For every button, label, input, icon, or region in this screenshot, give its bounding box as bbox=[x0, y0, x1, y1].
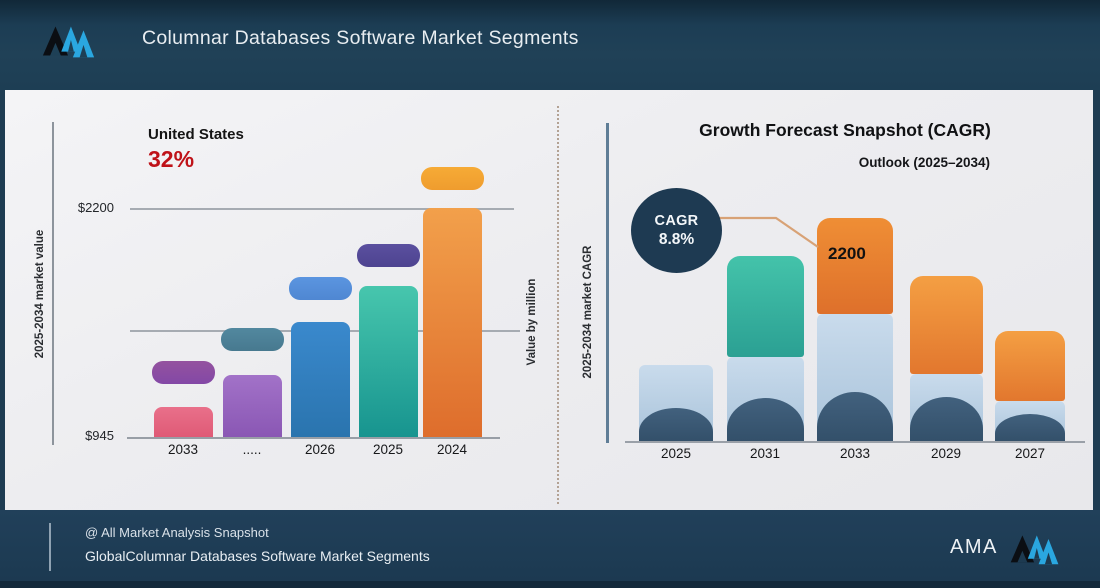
right-chart-y-axis-label: 2025-2034 market CAGR bbox=[582, 245, 594, 379]
left-chart-right-axis-label: Value by million bbox=[526, 278, 538, 366]
bar-2025 bbox=[358, 286, 418, 437]
x-tick-2033: 2033 bbox=[167, 442, 199, 457]
footer-bottom-edge bbox=[0, 581, 1100, 588]
segment-base-2031 bbox=[726, 397, 804, 441]
segment-top-2031 bbox=[726, 256, 804, 357]
page-title: Columnar Databases Software Market Segme… bbox=[142, 27, 579, 49]
x-tick-2025: 2025 bbox=[372, 442, 404, 457]
segment-top-2029 bbox=[909, 276, 983, 375]
panel-divider bbox=[557, 106, 559, 504]
bar-cap-2033 bbox=[151, 361, 215, 385]
bar-..... bbox=[222, 374, 282, 437]
left-chart-highlight-value: 32% bbox=[148, 146, 195, 172]
right-chart-y-axis bbox=[606, 123, 609, 443]
segment-base-2033 bbox=[817, 391, 893, 441]
x-tick-2027: 2027 bbox=[1014, 446, 1046, 461]
bar-cap-2026 bbox=[288, 277, 352, 301]
footer-bar bbox=[0, 510, 1100, 588]
segment-base-2025 bbox=[639, 408, 713, 441]
brand-logo-icon bbox=[42, 26, 95, 58]
cagr-badge-label: CAGR bbox=[654, 212, 699, 229]
bar-2024 bbox=[422, 208, 482, 437]
y-tick-2200: $2200 bbox=[77, 200, 114, 215]
left-chart-y-axis bbox=[52, 122, 54, 445]
bar-2026 bbox=[290, 322, 350, 437]
segment-top-2033 bbox=[817, 218, 893, 314]
left-chart-region-label: United States bbox=[148, 126, 244, 143]
footer-brand-logo-icon bbox=[1010, 535, 1059, 565]
cagr-connector-line bbox=[718, 216, 819, 248]
segment-base-2029 bbox=[909, 396, 983, 441]
footer-divider-line bbox=[49, 523, 51, 571]
right-chart-x-axis bbox=[625, 441, 1085, 443]
right-chart-subtitle: Outlook (2025–2034) bbox=[858, 155, 990, 170]
right-chart-title: Growth Forecast Snapshot (CAGR) bbox=[699, 120, 991, 140]
bar-cap-2025 bbox=[356, 244, 420, 268]
x-tick-2024: 2024 bbox=[436, 442, 468, 457]
header-bar: Columnar Databases Software Market Segme… bbox=[0, 0, 1100, 90]
footer-caption: @ All Market Analysis Snapshot bbox=[85, 525, 269, 540]
x-tick-2033: 2033 bbox=[839, 446, 871, 461]
footer-brand-text: AMA bbox=[950, 536, 998, 558]
bar-value-annotation: 2200 bbox=[828, 244, 866, 263]
x-tick-2029: 2029 bbox=[930, 446, 962, 461]
left-chart-y-axis-label: 2025-2034 market value bbox=[34, 229, 46, 359]
cagr-badge: CAGR 8.8% bbox=[631, 188, 722, 273]
x-tick-2031: 2031 bbox=[749, 446, 781, 461]
segment-base-2027 bbox=[995, 414, 1065, 441]
left-chart-x-axis bbox=[127, 437, 500, 439]
gridline-2200 bbox=[130, 208, 514, 210]
x-tick-2026: 2026 bbox=[304, 442, 336, 457]
footer-report-title: GlobalColumnar Databases Software Market… bbox=[85, 548, 430, 564]
cagr-badge-value: 8.8% bbox=[658, 230, 695, 248]
bar-2033 bbox=[153, 406, 213, 437]
segment-top-2027 bbox=[995, 331, 1065, 401]
bar-cap-2024 bbox=[420, 166, 484, 190]
y-tick-945: $945 bbox=[85, 428, 114, 443]
bar-cap-..... bbox=[220, 328, 284, 352]
x-tick-.....: ..... bbox=[242, 442, 262, 457]
x-tick-2025: 2025 bbox=[660, 446, 692, 461]
